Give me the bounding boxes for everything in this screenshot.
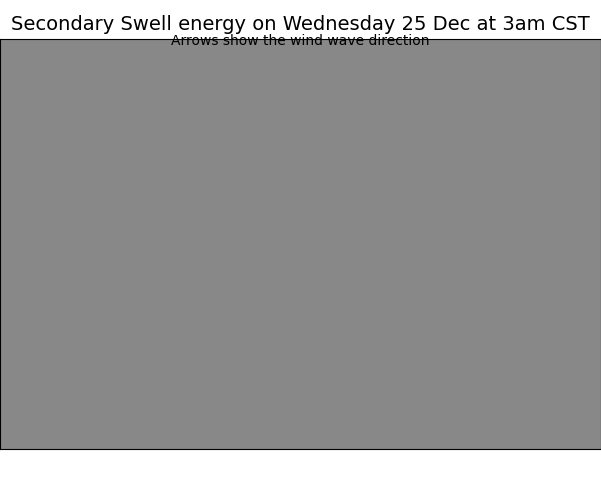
Text: Secondary Swell energy on Wednesday 25 Dec at 3am CST: Secondary Swell energy on Wednesday 25 D… <box>11 15 590 34</box>
Text: Arrows show the wind wave direction: Arrows show the wind wave direction <box>171 34 430 48</box>
